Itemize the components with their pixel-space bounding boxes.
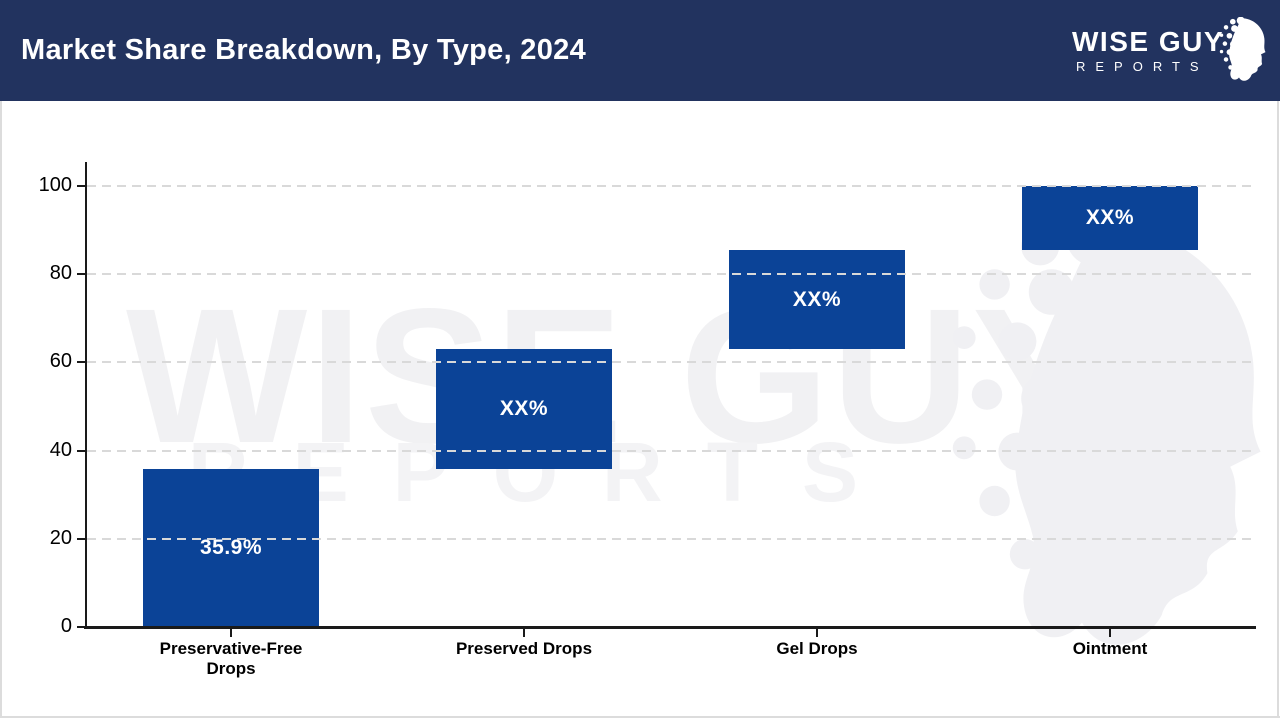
category-label: Ointment bbox=[1072, 639, 1148, 658]
logo-wordmark: WISE GUY bbox=[1071, 26, 1224, 57]
y-tick-40 bbox=[77, 449, 86, 452]
page-border-right bbox=[1277, 101, 1279, 718]
y-tick-60 bbox=[77, 361, 86, 364]
y-tick-label: 100 bbox=[38, 174, 72, 196]
chart-title: Market Share Breakdown, By Type, 2024 bbox=[21, 34, 587, 66]
x-tick-2 bbox=[523, 629, 525, 637]
logo-text: WISE GUY REPORTS bbox=[1071, 26, 1224, 74]
category-label: Preservative-Free Drops bbox=[159, 639, 303, 679]
y-tick-label: 20 bbox=[49, 526, 72, 549]
x-axis bbox=[84, 626, 1256, 629]
y-tick-20 bbox=[77, 537, 86, 540]
logo-subtext: REPORTS bbox=[1075, 59, 1209, 74]
gridline-20 bbox=[87, 537, 1254, 540]
x-tick-1 bbox=[230, 629, 232, 637]
watermark-wordmark: WISE GUY bbox=[126, 268, 1103, 483]
page-border-left bbox=[0, 101, 2, 718]
y-tick-0 bbox=[77, 626, 86, 628]
y-tick-label: 80 bbox=[49, 262, 72, 285]
bar-value-label: XX% bbox=[792, 287, 842, 311]
gridline-80 bbox=[87, 273, 1254, 276]
bar-value-label: XX% bbox=[499, 396, 549, 420]
category-label: Preserved Drops bbox=[455, 639, 593, 658]
gridline-60 bbox=[87, 361, 1254, 364]
bar-value-label: 35.9% bbox=[199, 535, 263, 559]
y-tick-100 bbox=[77, 185, 86, 187]
y-tick-label: 0 bbox=[60, 615, 72, 637]
header-bar: Market Share Breakdown, By Type, 2024 WI… bbox=[0, 0, 1280, 101]
category-label: Gel Drops bbox=[776, 639, 858, 658]
bar-4: XX% bbox=[1022, 186, 1198, 250]
gridline-40 bbox=[87, 449, 1254, 452]
bar-2: XX% bbox=[436, 349, 612, 469]
x-tick-3 bbox=[816, 629, 818, 637]
y-tick-label: 60 bbox=[49, 350, 72, 373]
y-axis bbox=[85, 162, 87, 628]
wiseguy-logo: WISE GUY REPORTS bbox=[1071, 16, 1270, 85]
x-tick-4 bbox=[1109, 629, 1111, 637]
y-tick-label: 40 bbox=[49, 438, 72, 461]
bar-3: XX% bbox=[729, 249, 905, 350]
bar-value-label: XX% bbox=[1085, 205, 1135, 229]
gridline-100 bbox=[87, 185, 1254, 187]
bar-1: 35.9% bbox=[143, 468, 319, 627]
y-tick-80 bbox=[77, 273, 86, 276]
page-border-bottom bbox=[0, 716, 1280, 718]
wiseguy-head-icon bbox=[1219, 16, 1266, 81]
